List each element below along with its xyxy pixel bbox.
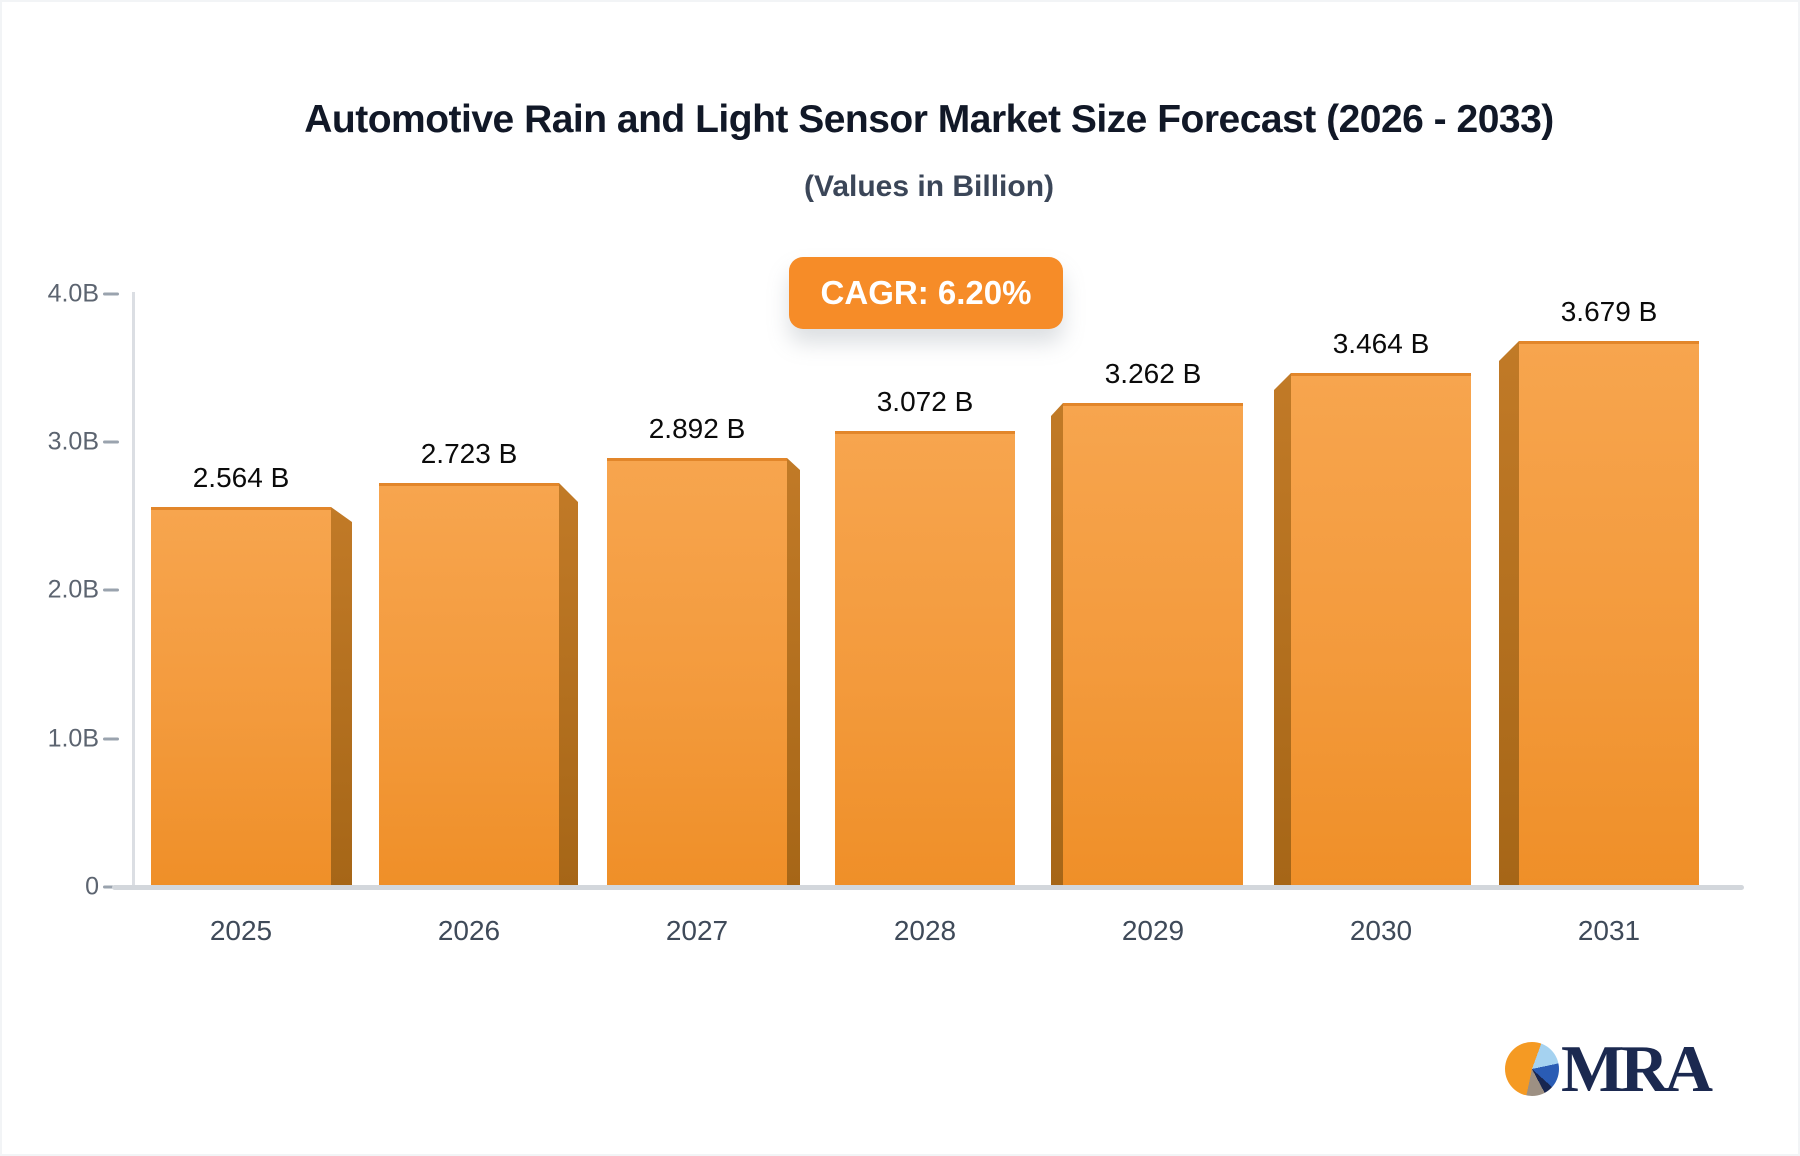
bar-2029[interactable] — [1063, 403, 1243, 887]
x-axis-baseline — [112, 885, 1744, 890]
y-axis-line — [132, 292, 135, 890]
bar-value-label: 3.072 B — [876, 386, 974, 417]
y-axis-tick-mark — [103, 292, 119, 296]
x-axis-label: 2026 — [437, 915, 501, 946]
x-axis-label: 2029 — [1121, 915, 1185, 946]
bar-2031[interactable] — [1519, 341, 1699, 887]
y-axis-tick-label: 2.0B — [47, 575, 99, 604]
x-axis-label: 2025 — [209, 915, 273, 946]
x-axis-label: 2028 — [893, 915, 957, 946]
cagr-badge: CAGR: 6.20% — [789, 257, 1063, 329]
bar-value-label: 3.679 B — [1560, 296, 1658, 327]
y-axis-tick-mark — [103, 588, 119, 592]
bar-2028[interactable] — [835, 431, 1015, 887]
bar-side-face — [559, 483, 578, 887]
bar-side-face — [1499, 341, 1519, 887]
pie-chart-logo-icon — [1505, 1042, 1559, 1096]
logo-text: MRA — [1561, 1032, 1713, 1106]
bar-value-label: 3.262 B — [1104, 358, 1202, 389]
bar-side-face — [787, 458, 800, 887]
y-axis-tick-label: 4.0B — [47, 279, 99, 308]
bar-2027[interactable] — [607, 458, 787, 887]
bar-2025[interactable] — [151, 507, 331, 887]
y-axis-tick-label: 1.0B — [47, 724, 99, 753]
bar-2030[interactable] — [1291, 373, 1471, 887]
bar-value-label: 2.892 B — [648, 413, 746, 444]
x-axis-label: 2031 — [1577, 915, 1641, 946]
y-axis-tick-label: 0 — [85, 872, 99, 901]
y-axis-tick-label: 3.0B — [47, 427, 99, 456]
x-axis-label: 2027 — [665, 915, 729, 946]
bar-value-label: 2.564 B — [192, 462, 290, 493]
bar-side-face — [331, 507, 352, 887]
bar-side-face — [1051, 403, 1063, 887]
chart-title: Automotive Rain and Light Sensor Market … — [304, 98, 1554, 141]
y-axis-tick-mark — [103, 885, 119, 889]
y-axis-tick-mark — [103, 440, 119, 444]
bar-value-label: 3.464 B — [1332, 328, 1430, 359]
x-axis-label: 2030 — [1349, 915, 1413, 946]
bar-2026[interactable] — [379, 483, 559, 887]
cagr-badge-label: CAGR: 6.20% — [820, 274, 1032, 311]
y-axis-tick-mark — [103, 737, 119, 741]
company-logo: MRA — [1505, 1032, 1713, 1106]
chart-subtitle: (Values in Billion) — [803, 170, 1055, 203]
bar-side-face — [1274, 373, 1291, 887]
bar-value-label: 2.723 B — [420, 438, 518, 469]
